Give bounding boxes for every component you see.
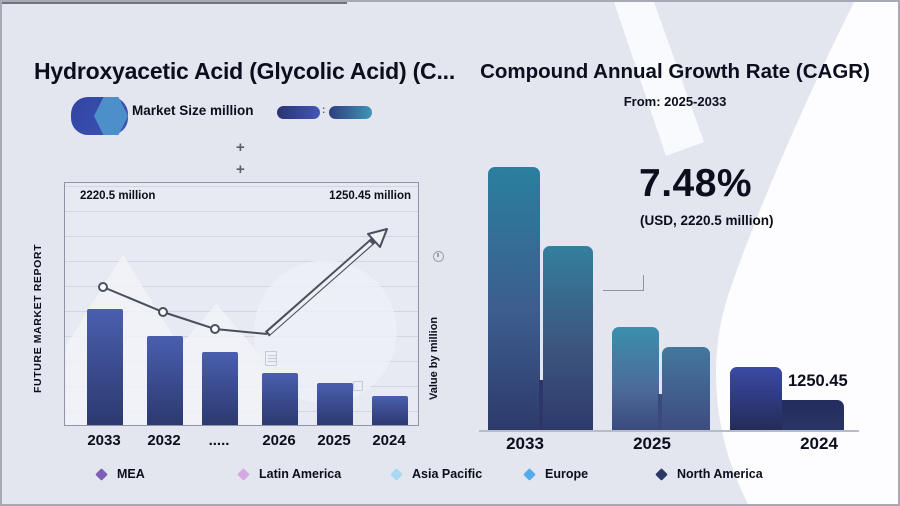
legend-pill-dark-blue [277, 106, 320, 119]
x-label-2024: 2024 [372, 432, 406, 449]
trend-line-and-arrow [98, 228, 388, 337]
legend-pill-teal [329, 106, 372, 119]
market-size-legend-label: Market Size million [132, 103, 254, 118]
legend-item-mea: MEA [95, 467, 145, 481]
right-x-label-2033: 2033 [506, 434, 544, 453]
bar-2024-primary [730, 367, 782, 430]
page-title: Hydroxyacetic Acid (Glycolic Acid) (C... [34, 58, 456, 84]
diamond-icon [655, 467, 668, 481]
plus-icon: + [236, 161, 245, 178]
legend-pill-separator: : [322, 105, 326, 116]
plus-icon: + [236, 139, 245, 156]
bar-2024-secondary [782, 400, 844, 430]
diamond-icon [390, 467, 403, 481]
bar-2025-secondary [662, 347, 710, 430]
legend-item-latin-america: Latin America [237, 467, 342, 481]
diamond-icon [95, 467, 108, 481]
bar-dots [202, 352, 238, 425]
bar-2033-secondary [543, 246, 593, 430]
bar-2033 [87, 309, 123, 425]
cagr-title: Compound Annual Growth Rate (CAGR) [480, 60, 870, 83]
legend-label: MEA [117, 467, 145, 481]
cagr-percentage: 7.48% [639, 162, 753, 205]
step-line-decoration [603, 275, 644, 291]
legend-label: Europe [545, 467, 589, 481]
legend-item-north-america: North America [655, 467, 763, 481]
x-label-2025: 2025 [317, 432, 351, 449]
bar-2033-primary [488, 167, 540, 430]
end-value-label: 1250.45 million [329, 190, 411, 202]
bar-2025 [317, 383, 353, 425]
clock-icon [433, 251, 444, 262]
start-value-label: 2220.5 million [80, 190, 156, 202]
cagr-subtitle: From: 2025-2033 [623, 94, 727, 109]
market-size-icon [71, 97, 128, 135]
bar-2024 [372, 396, 408, 425]
legend-label: Latin America [259, 467, 342, 481]
bar-2026 [262, 373, 298, 425]
x-label-2033: 2033 [87, 432, 121, 449]
x-label-2026: 2026 [262, 432, 296, 449]
right-x-label-2024: 2024 [800, 434, 838, 453]
x-label-2032: 2032 [147, 432, 181, 449]
left-chart-y-axis-label: FUTURE MARKET REPORT [32, 243, 44, 393]
document-icon [265, 351, 277, 366]
diamond-icon [237, 467, 250, 481]
right-chart-baseline [479, 430, 859, 432]
legend-item-europe: Europe [523, 467, 589, 481]
legend-label: Asia Pacific [412, 467, 483, 481]
bar-join-2025 [658, 394, 662, 430]
square-icon [353, 381, 363, 391]
cagr-usd-note: (USD, 2220.5 million) [640, 213, 774, 228]
bar-2025-primary [612, 327, 659, 430]
legend-label: North America [677, 467, 763, 481]
legend-item-asia-pacific: Asia Pacific [390, 467, 483, 481]
top-border-accent [2, 2, 347, 4]
market-size-chart: 2220.5 million 1250.45 million [64, 182, 419, 426]
bar-2032 [147, 336, 183, 425]
data-label-1250: 1250.45 [788, 372, 848, 390]
bar-join-2033 [539, 380, 543, 430]
right-chart-y-axis-label: Value by million [428, 316, 440, 400]
diamond-icon [523, 467, 536, 481]
right-x-label-2025: 2025 [633, 434, 671, 453]
x-label-dots: ..... [208, 432, 230, 449]
